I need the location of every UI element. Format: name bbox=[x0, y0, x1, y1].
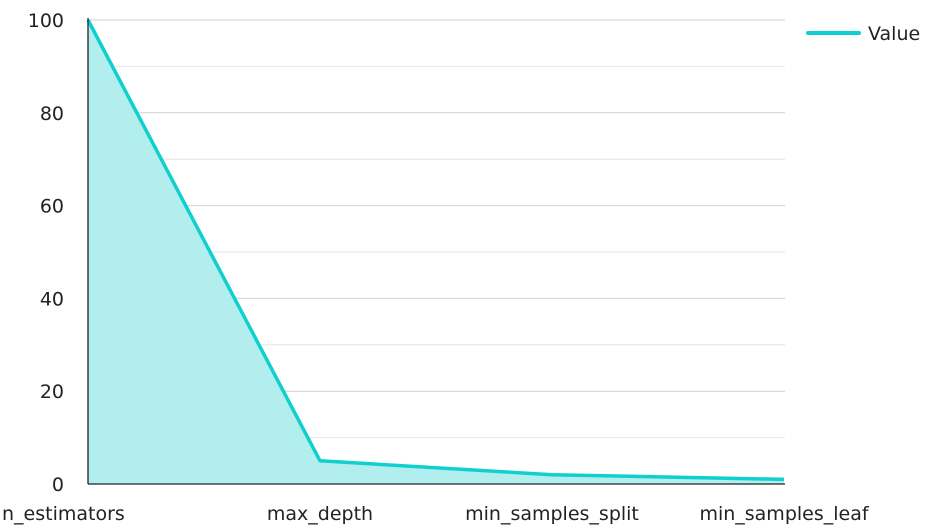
legend: Value bbox=[808, 23, 920, 45]
x-tick-label-min_samples_leaf: min_samples_leaf bbox=[699, 503, 869, 525]
x-tick-label-min_samples_split: min_samples_split bbox=[465, 503, 639, 525]
x-tick-label-n_estimators: n_estimators bbox=[2, 503, 125, 525]
y-axis-ticks: 0 20 40 60 80 100 bbox=[28, 10, 64, 496]
y-tick-label-80: 80 bbox=[40, 103, 64, 125]
y-tick-label-20: 20 bbox=[40, 381, 64, 403]
x-tick-label-max_depth: max_depth bbox=[267, 503, 373, 525]
x-axis-ticks: n_estimators max_depth min_samples_split mi… bbox=[2, 503, 870, 525]
y-tick-label-100: 100 bbox=[28, 10, 64, 32]
y-tick-label-40: 40 bbox=[40, 288, 64, 310]
y-tick-label-60: 60 bbox=[40, 196, 64, 218]
y-tick-label-0: 0 bbox=[52, 474, 64, 496]
legend-label-value: Value bbox=[868, 23, 920, 45]
